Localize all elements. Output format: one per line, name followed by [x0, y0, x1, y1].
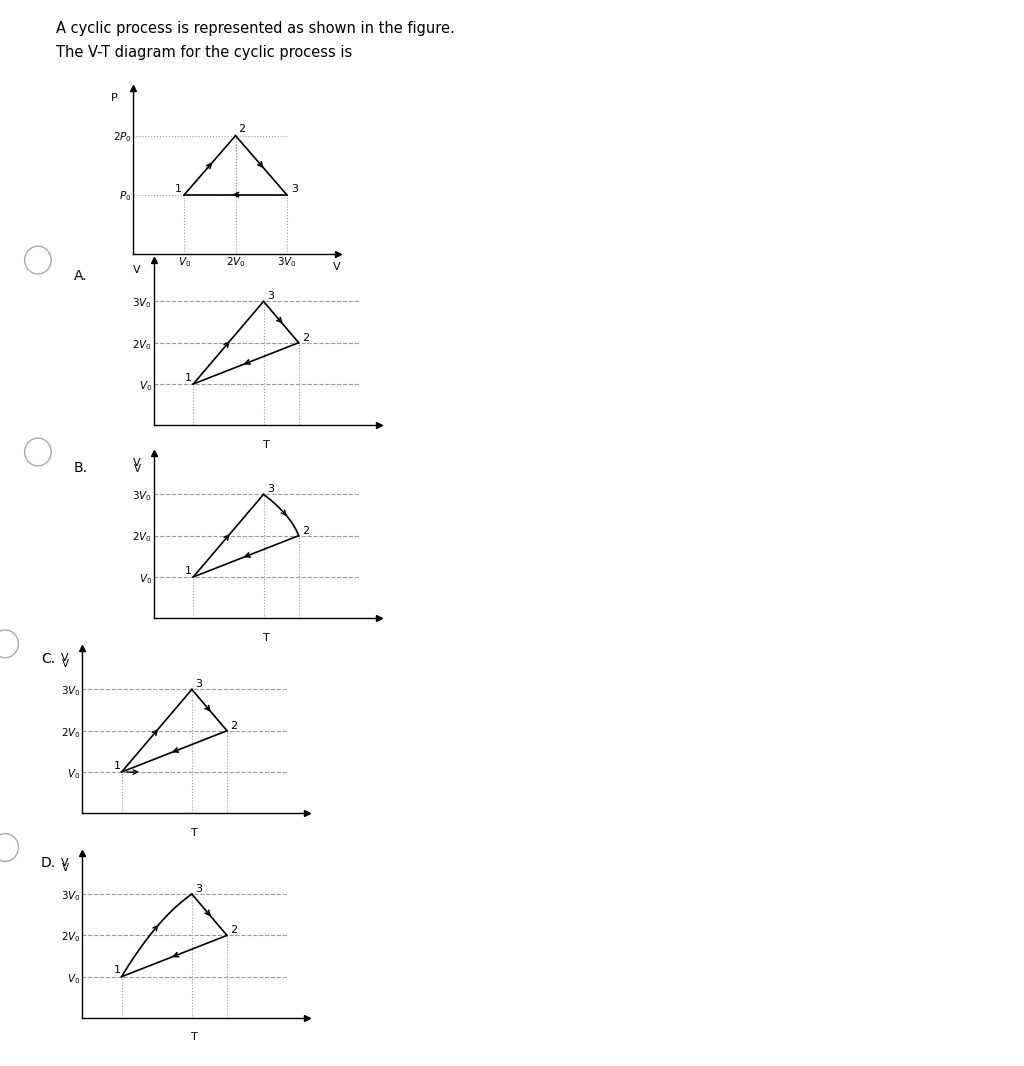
Text: V: V	[333, 262, 340, 272]
Text: A cyclic process is represented as shown in the figure.: A cyclic process is represented as shown…	[56, 21, 455, 36]
Text: D.: D.	[41, 856, 56, 870]
Text: The V-T diagram for the cyclic process is: The V-T diagram for the cyclic process i…	[56, 45, 352, 60]
Text: V: V	[62, 863, 70, 873]
Text: 2: 2	[230, 721, 238, 730]
Text: 1: 1	[185, 566, 193, 576]
Text: 3: 3	[291, 184, 298, 194]
Text: T: T	[191, 1033, 198, 1043]
Text: 2: 2	[238, 124, 245, 134]
Text: 3: 3	[266, 291, 273, 302]
Text: V: V	[134, 464, 141, 473]
Text: V: V	[62, 659, 70, 668]
Text: 1: 1	[175, 183, 182, 194]
Text: 3: 3	[195, 884, 202, 894]
Text: V: V	[60, 858, 69, 868]
Text: V: V	[132, 265, 140, 275]
Text: 2: 2	[302, 333, 309, 342]
Text: 3: 3	[195, 679, 202, 690]
Text: T: T	[191, 828, 198, 838]
Text: T: T	[263, 440, 269, 450]
Text: 1: 1	[114, 761, 121, 771]
Text: 1: 1	[185, 373, 193, 383]
Text: 2: 2	[302, 526, 309, 535]
Text: 3: 3	[266, 484, 273, 495]
Text: T: T	[263, 633, 269, 643]
Text: V: V	[60, 653, 69, 663]
Text: V: V	[132, 458, 140, 468]
Text: C.: C.	[41, 652, 55, 666]
Text: P: P	[111, 94, 118, 103]
Text: 2: 2	[230, 925, 238, 935]
Text: A.: A.	[74, 269, 87, 282]
Text: B.: B.	[74, 461, 88, 474]
Text: 1: 1	[114, 966, 121, 975]
